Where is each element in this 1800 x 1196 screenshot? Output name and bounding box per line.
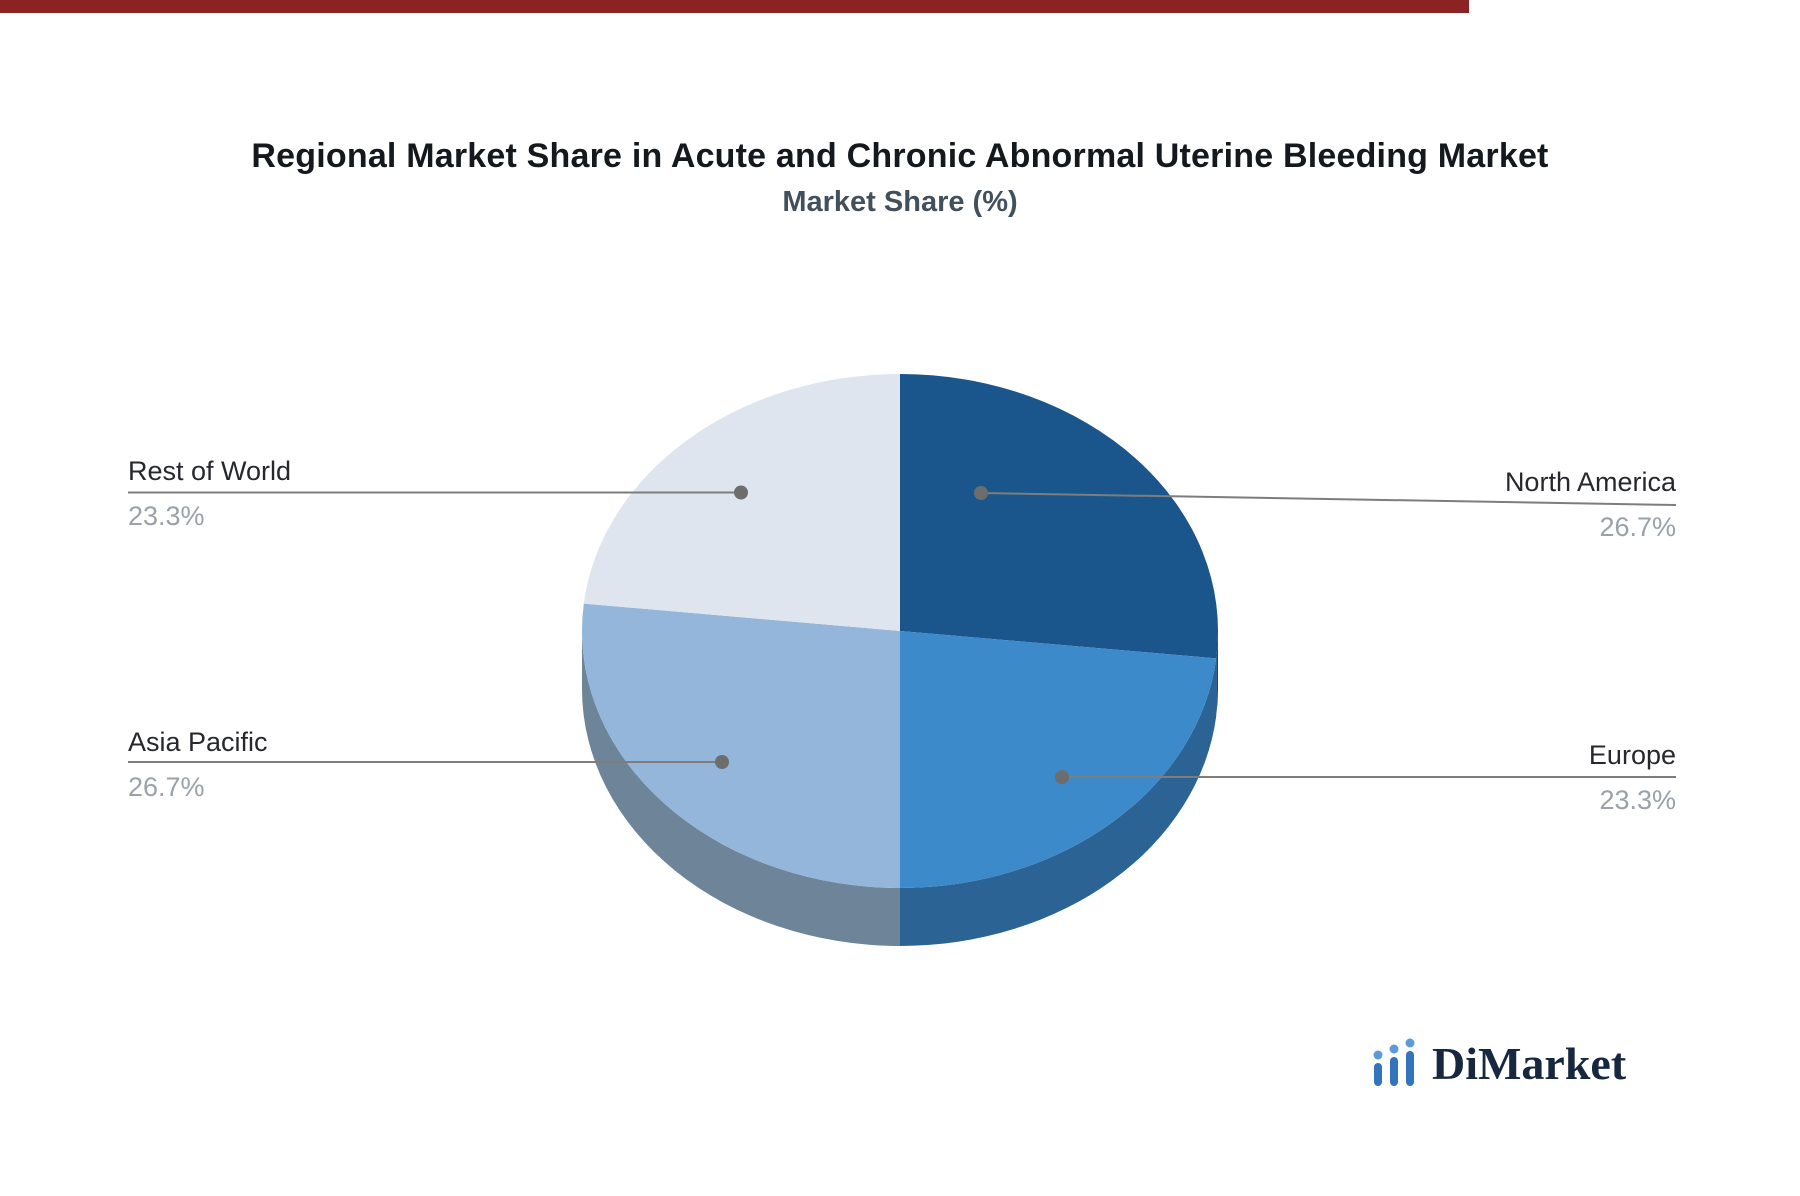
chart-subtitle: Market Share (%) xyxy=(782,186,1018,218)
bar-chart-icon xyxy=(1373,1038,1415,1086)
slice-value: 26.7% xyxy=(128,772,205,802)
callout-rest-of-world: Rest of World 23.3% xyxy=(128,455,728,532)
callout-asia-pacific: Asia Pacific 26.7% xyxy=(128,726,728,803)
slice-label: Rest of World xyxy=(128,456,292,486)
pie-slice-asia-pacific[interactable] xyxy=(582,603,900,888)
pie-depth-asia-pacific xyxy=(582,631,900,946)
logo-text: DiMarket xyxy=(1432,1038,1627,1089)
anchor-dot-asia-pacific xyxy=(715,755,729,769)
slice-label: Europe xyxy=(1588,740,1676,770)
connector-north-america xyxy=(980,492,1677,506)
top-accent-bar xyxy=(0,0,1469,13)
slice-value: 26.7% xyxy=(1599,512,1676,542)
slice-label: Asia Pacific xyxy=(128,727,268,757)
pie-slice-north-america[interactable] xyxy=(900,374,1218,659)
pie-depth-north-america xyxy=(1216,631,1218,717)
callout-north-america: North America 26.7% xyxy=(1076,466,1676,543)
slice-value: 23.3% xyxy=(1599,785,1676,815)
dimarket-logo: DiMarket xyxy=(1368,1038,1626,1090)
pie-depth-europe xyxy=(900,658,1217,946)
callout-europe: Europe 23.3% xyxy=(1076,739,1676,816)
slice-value: 23.3% xyxy=(128,501,205,531)
anchor-dot-europe xyxy=(1055,770,1069,784)
anchor-dot-north-america xyxy=(974,486,988,500)
anchor-dot-rest-of-world xyxy=(734,485,748,500)
chart-title: Regional Market Share in Acute and Chron… xyxy=(251,137,1549,175)
pie-slice-europe[interactable] xyxy=(900,631,1217,888)
callout-lines xyxy=(128,491,1677,778)
pie-slices xyxy=(582,374,1218,946)
callout-dots xyxy=(715,485,1069,784)
pie-slice-rest-of-world[interactable] xyxy=(583,374,900,631)
slice-label: North America xyxy=(1504,467,1676,497)
